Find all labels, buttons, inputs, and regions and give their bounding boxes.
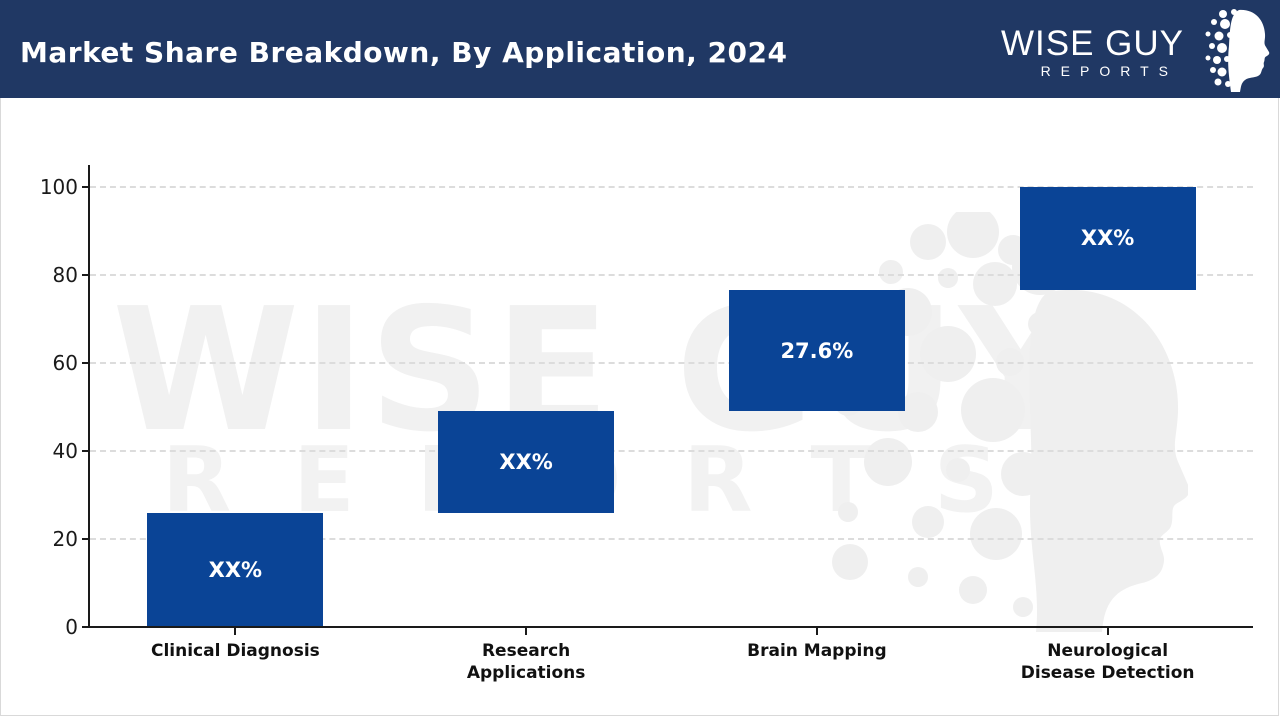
page-title: Market Share Breakdown, By Application, … — [20, 36, 788, 69]
x-tick-mark — [815, 628, 818, 635]
x-tick-mark — [1106, 628, 1109, 635]
bar-segment: XX% — [1019, 187, 1196, 290]
x-tick-mark — [525, 628, 528, 635]
x-category-label: Research Applications — [466, 641, 586, 683]
logo-face-icon — [1205, 9, 1270, 92]
y-tick-mark — [82, 274, 89, 276]
gridline — [90, 186, 1253, 188]
y-axis-line — [88, 165, 90, 628]
y-tick-label: 80 — [52, 263, 78, 287]
y-tick-label: 20 — [52, 527, 78, 551]
x-category-label: Brain Mapping — [747, 641, 887, 661]
x-axis-line — [88, 626, 1253, 628]
y-tick-mark — [82, 362, 89, 364]
x-tick-mark — [234, 628, 237, 635]
gridline — [90, 538, 1253, 540]
x-category-label: Clinical Diagnosis — [150, 641, 320, 661]
y-tick-label: 40 — [52, 439, 78, 463]
y-tick-label: 60 — [52, 351, 78, 375]
brand-logo: WISE GUY REPORTS — [1001, 0, 1274, 98]
bar-segment: 27.6% — [728, 289, 905, 412]
gridline — [90, 274, 1253, 276]
x-category-label: Neurological Disease Detection — [1020, 641, 1195, 683]
logo-wordmark: WISE GUY — [1000, 24, 1184, 63]
bar-value-label: XX% — [499, 449, 553, 474]
logo-subtext: REPORTS — [1040, 63, 1178, 79]
y-tick-mark — [82, 450, 89, 452]
bar-segment: XX% — [438, 411, 615, 513]
y-tick-label: 100 — [39, 175, 78, 199]
y-tick-label: 0 — [65, 615, 78, 639]
bar-value-label: XX% — [1080, 226, 1135, 251]
y-tick-mark — [82, 626, 89, 628]
bar-value-label: XX% — [208, 557, 263, 582]
y-tick-mark — [82, 538, 89, 540]
bar-value-label: 27.6% — [780, 338, 854, 363]
gridline — [90, 450, 1253, 452]
bar-segment: XX% — [147, 512, 324, 627]
chart-plot-area: XX% XX% 27.6% XX% — [90, 165, 1253, 627]
gridline — [90, 362, 1253, 364]
header: Market Share Breakdown, By Application, … — [0, 0, 1280, 98]
y-tick-mark — [82, 186, 89, 188]
